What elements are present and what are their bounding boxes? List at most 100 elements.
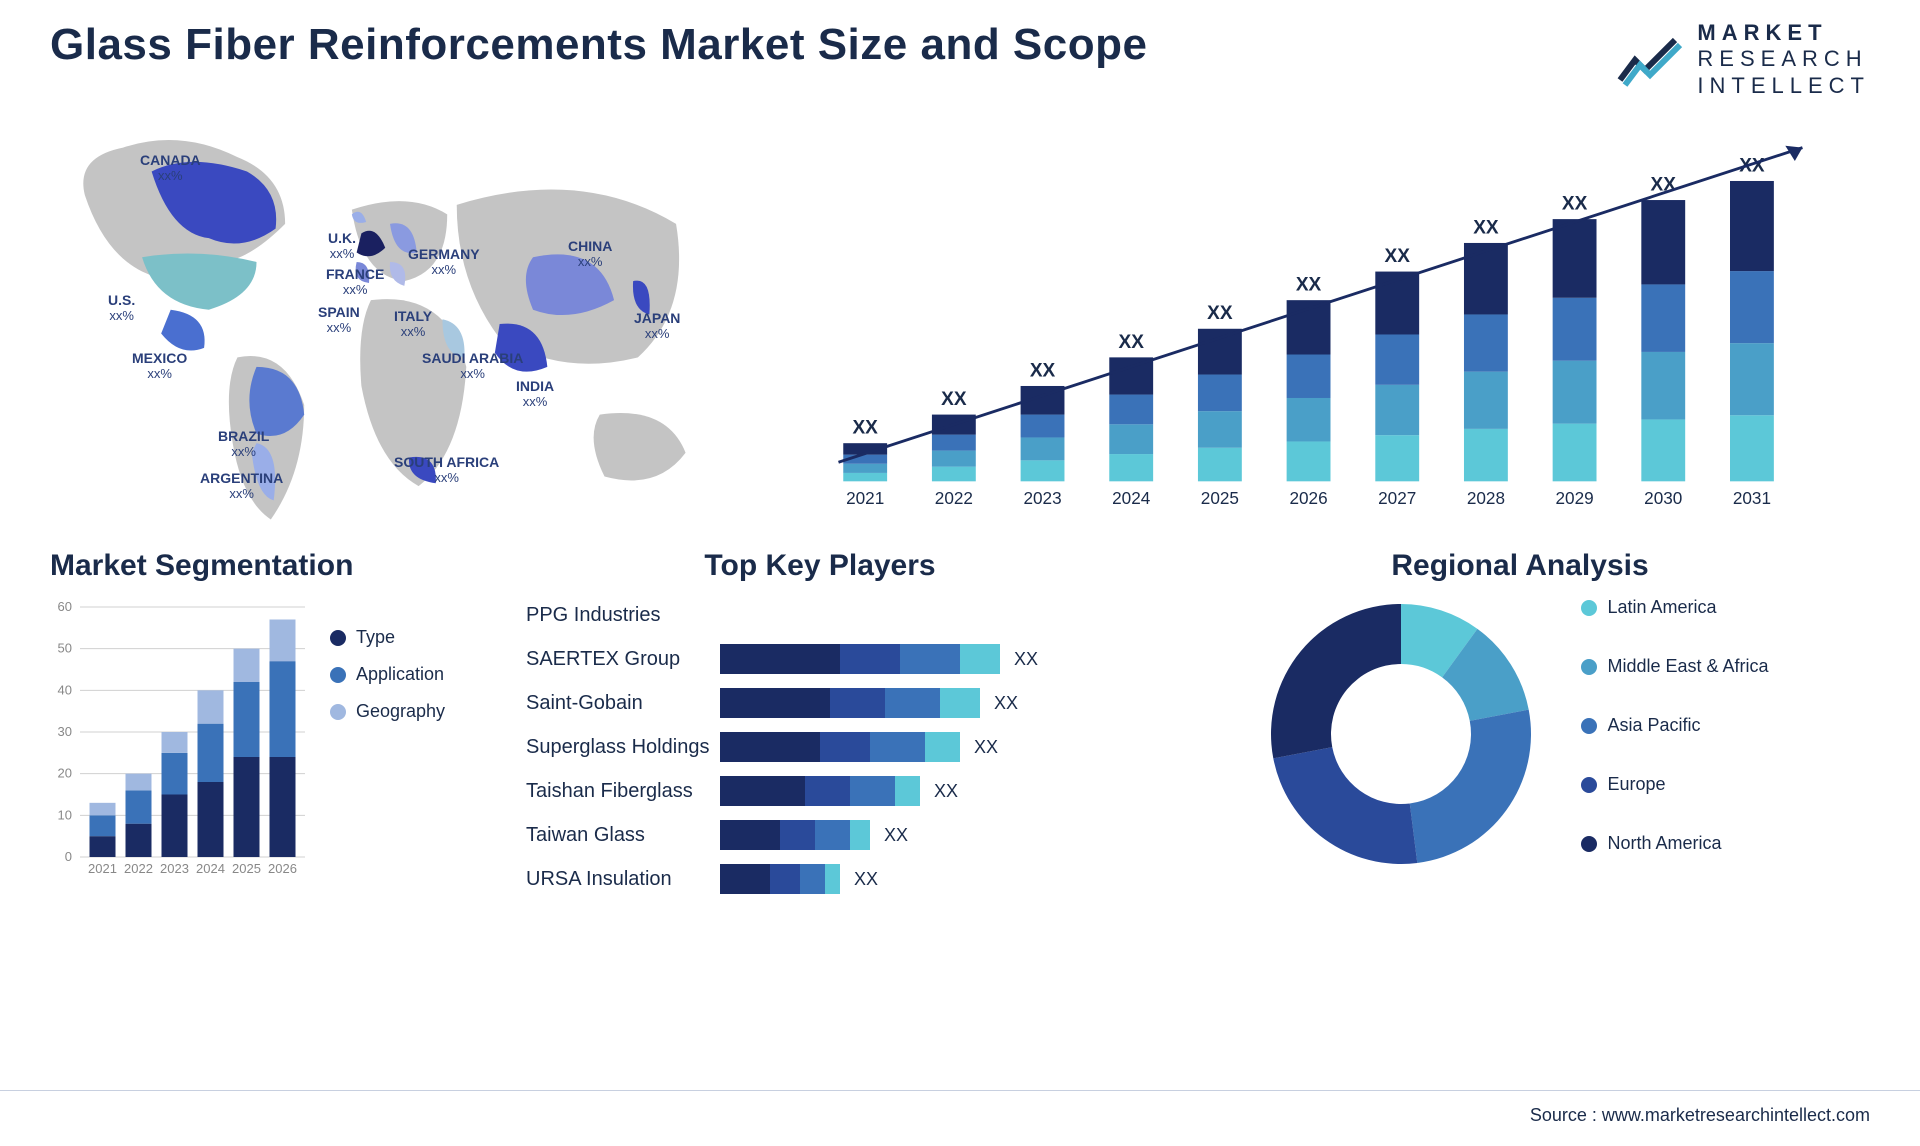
svg-text:2025: 2025 (232, 861, 261, 876)
segmentation-title: Market Segmentation (50, 549, 470, 583)
svg-text:2029: 2029 (1555, 488, 1593, 508)
svg-text:2021: 2021 (846, 488, 884, 508)
legend-item: Latin America (1581, 597, 1768, 618)
map-label: SOUTH AFRICAxx% (394, 455, 499, 485)
segmentation-chart: 0102030405060202120222023202420252026 (50, 597, 310, 887)
segmentation-legend: Type Application Geography (330, 597, 470, 887)
world-map: CANADAxx%U.S.xx%MEXICOxx%BRAZILxx%ARGENT… (50, 119, 730, 529)
legend-item: Europe (1581, 774, 1768, 795)
player-row: PPG Industries (520, 597, 1120, 633)
donut-svg (1271, 604, 1531, 864)
map-label: SAUDI ARABIAxx% (422, 351, 523, 381)
page-title: Glass Fiber Reinforcements Market Size a… (50, 20, 1147, 70)
map-label: BRAZILxx% (218, 429, 269, 459)
svg-text:XX: XX (1562, 194, 1588, 215)
player-value: XX (934, 781, 958, 802)
map-label: JAPANxx% (634, 311, 680, 341)
player-row: SAERTEX Group XX (520, 641, 1120, 677)
player-bar-wrap: XX (720, 776, 1120, 806)
svg-text:40: 40 (58, 683, 72, 698)
player-row: URSA InsulationXX (520, 861, 1120, 897)
player-name: SAERTEX Group (520, 648, 720, 671)
brand-logo: MARKET RESEARCH INTELLECT (1615, 20, 1870, 99)
svg-text:2028: 2028 (1467, 488, 1505, 508)
svg-text:0: 0 (65, 849, 72, 864)
header: Glass Fiber Reinforcements Market Size a… (0, 0, 1920, 99)
svg-text:XX: XX (941, 389, 967, 410)
svg-text:2031: 2031 (1733, 488, 1771, 508)
players-body: PPG IndustriesSAERTEX GroupXXSaint-Gobai… (520, 597, 1120, 905)
legend-item: Type (330, 627, 470, 648)
player-row: Superglass Holdings XX (520, 729, 1120, 765)
bottom-row: Market Segmentation 01020304050602021202… (0, 529, 1920, 939)
svg-text:XX: XX (1030, 361, 1056, 382)
legend-item: Geography (330, 701, 470, 722)
svg-text:10: 10 (58, 808, 72, 823)
forecast-svg: XX 2021 XX 2022 XX 2023 XX 2024 XX 2025 XX 2026 XX 20… (770, 119, 1870, 529)
player-bar-wrap: XX (720, 820, 1120, 850)
map-label: INDIAxx% (516, 379, 554, 409)
player-row: Taishan Fiberglass XX (520, 773, 1120, 809)
player-name: Taishan Fiberglass (520, 780, 720, 803)
svg-text:2022: 2022 (935, 488, 973, 508)
logo-text: MARKET RESEARCH INTELLECT (1697, 20, 1870, 99)
svg-text:2021: 2021 (88, 861, 117, 876)
map-label: MEXICOxx% (132, 351, 187, 381)
svg-text:XX: XX (1473, 218, 1499, 239)
legend-item: Asia Pacific (1581, 715, 1768, 736)
map-label: ITALYxx% (394, 309, 432, 339)
legend-item: Middle East & Africa (1581, 656, 1768, 677)
svg-text:XX: XX (852, 418, 878, 439)
svg-text:2024: 2024 (1112, 488, 1151, 508)
player-name: PPG Industries (520, 604, 720, 627)
svg-text:2023: 2023 (1023, 488, 1061, 508)
svg-text:2025: 2025 (1201, 488, 1239, 508)
top-row: CANADAxx%U.S.xx%MEXICOxx%BRAZILxx%ARGENT… (0, 99, 1920, 529)
svg-text:2026: 2026 (1289, 488, 1327, 508)
player-bar-wrap: XX (720, 644, 1120, 674)
svg-text:50: 50 (58, 641, 72, 656)
map-label: FRANCExx% (326, 267, 384, 297)
player-bar-wrap: XX (720, 688, 1120, 718)
players-title: Top Key Players (704, 549, 935, 583)
svg-text:60: 60 (58, 599, 72, 614)
map-label: GERMANYxx% (408, 247, 480, 277)
svg-text:2024: 2024 (196, 861, 225, 876)
player-value: XX (1014, 649, 1038, 670)
player-value: XX (884, 825, 908, 846)
regional-donut (1271, 604, 1531, 864)
player-bar-wrap: XX (720, 732, 1120, 762)
segmentation-section: Market Segmentation 01020304050602021202… (50, 549, 470, 939)
svg-text:2022: 2022 (124, 861, 153, 876)
source-text: Source : www.marketresearchintellect.com (1530, 1105, 1870, 1125)
svg-text:XX: XX (1296, 275, 1322, 296)
legend-item: Application (330, 664, 470, 685)
player-name: Taiwan Glass (520, 824, 720, 847)
regional-section: Regional Analysis Latin America Middle Ea… (1170, 549, 1870, 939)
players-section: Top Key Players PPG Industries SAERTEX Gr… (520, 549, 1120, 939)
svg-text:2030: 2030 (1644, 488, 1682, 508)
source-attribution: Source : www.marketresearchintellect.com (0, 1090, 1920, 1126)
svg-text:XX: XX (1207, 303, 1233, 324)
regional-title: Regional Analysis (1391, 549, 1648, 583)
svg-text:XX: XX (1385, 246, 1411, 267)
map-label: U.K.xx% (328, 231, 356, 261)
segmentation-svg: 0102030405060202120222023202420252026 (50, 597, 310, 887)
player-value: XX (974, 737, 998, 758)
forecast-chart: XX 2021 XX 2022 XX 2023 XX 2024 XX 2025 XX 2026 XX 20… (770, 119, 1870, 529)
svg-text:20: 20 (58, 766, 72, 781)
svg-text:2023: 2023 (160, 861, 189, 876)
player-name: Superglass Holdings (520, 736, 720, 759)
player-value: XX (854, 869, 878, 890)
player-row: Taiwan Glass XX (520, 817, 1120, 853)
map-label: CANADAxx% (140, 153, 201, 183)
player-value: XX (994, 693, 1018, 714)
svg-text:2026: 2026 (268, 861, 297, 876)
player-row: Saint-Gobain XX (520, 685, 1120, 721)
player-name: Saint-Gobain (520, 692, 720, 715)
regional-legend: Latin America Middle East & Africa Asia Pa… (1581, 597, 1768, 870)
svg-text:2027: 2027 (1378, 488, 1416, 508)
logo-line-2: RESEARCH (1697, 46, 1870, 72)
map-label: SPAINxx% (318, 305, 360, 335)
logo-line-3: INTELLECT (1697, 73, 1870, 99)
